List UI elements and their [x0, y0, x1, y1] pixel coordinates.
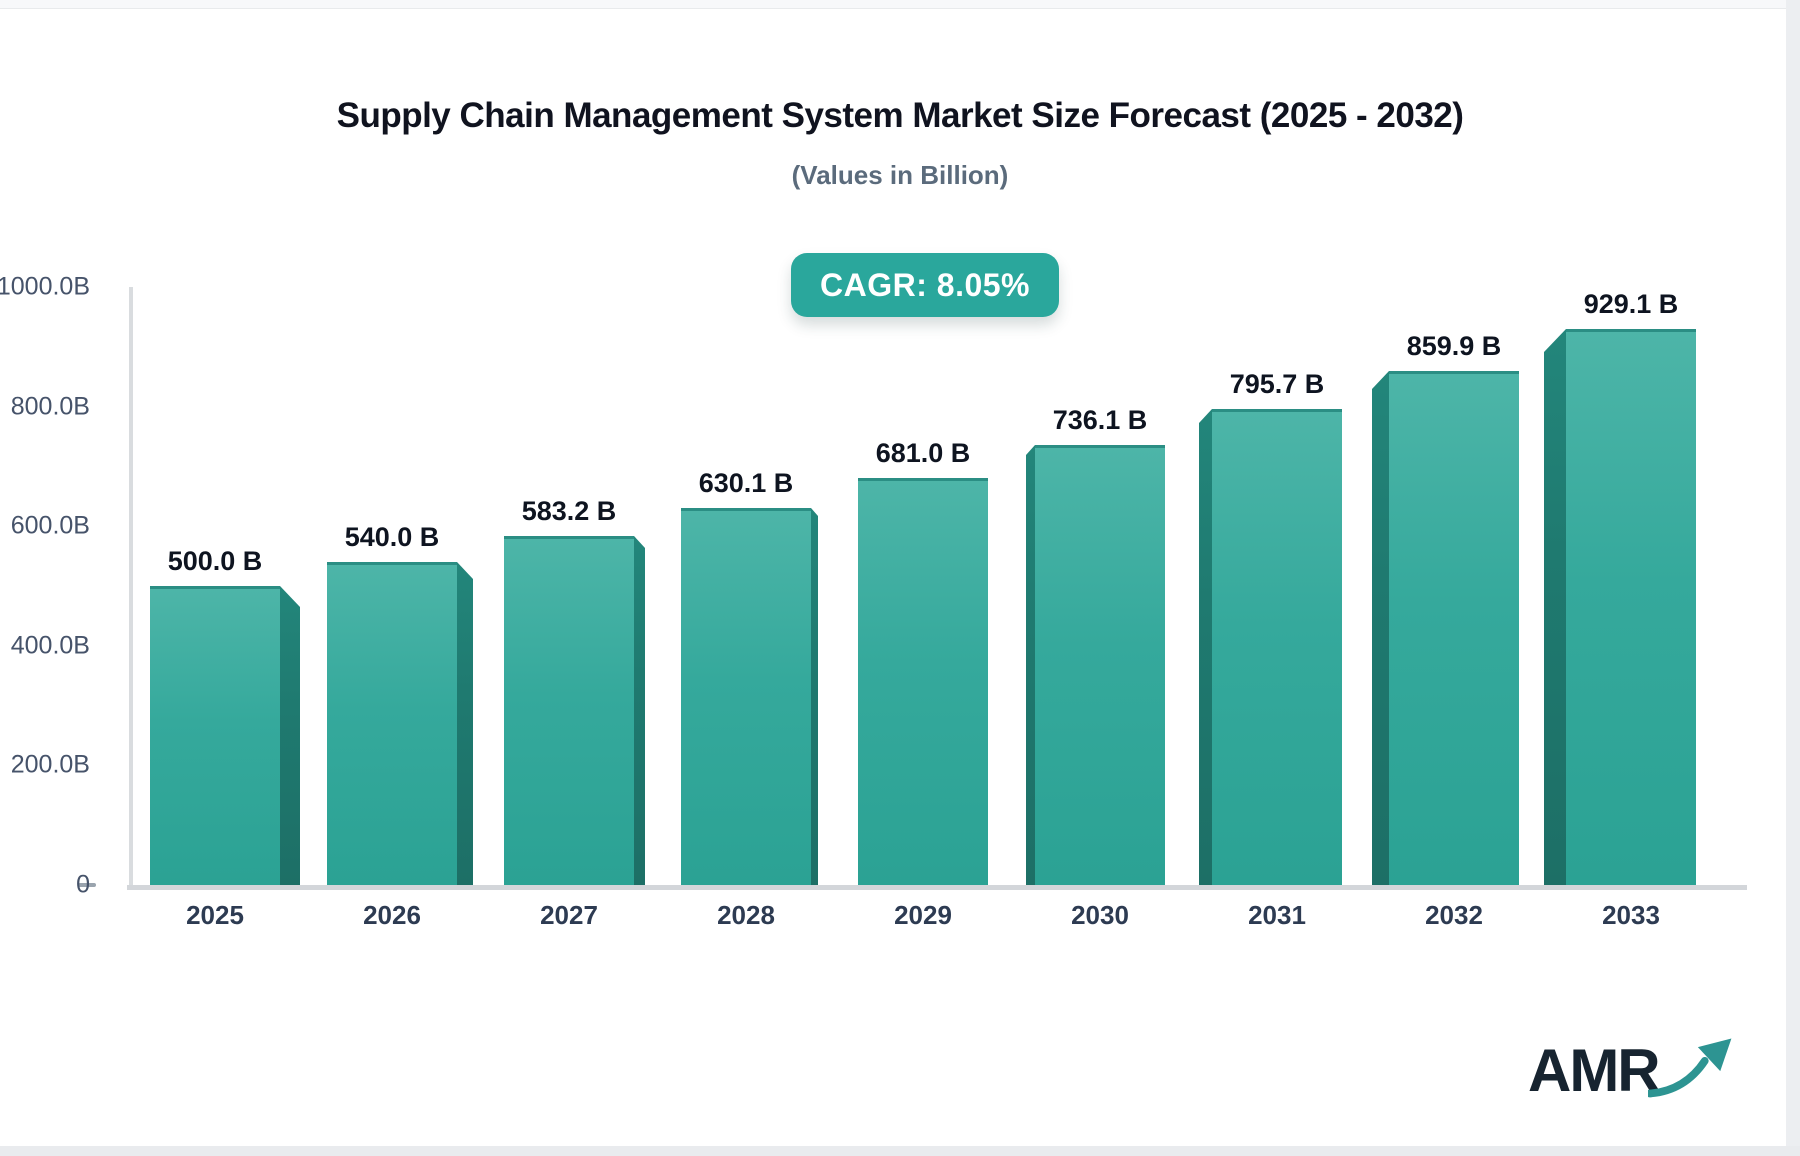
x-axis-label: 2031	[1248, 900, 1306, 930]
y-axis-label: 800.0B	[10, 392, 90, 421]
zero-tick-mark	[78, 883, 96, 887]
cagr-badge: CAGR: 8.05%	[791, 253, 1059, 317]
chart-subtitle: (Values in Billion)	[791, 160, 1009, 190]
y-axis-label: 400.0B	[10, 631, 90, 660]
bar-side-face	[1199, 409, 1212, 885]
bar-value-label: 795.7 B	[1229, 369, 1325, 399]
page-frame-top	[0, 0, 1800, 9]
bar-value-label: 583.2 B	[521, 496, 617, 526]
bar-side-face	[634, 536, 645, 885]
amr-logo: AMR	[1528, 1030, 1732, 1110]
bar	[858, 478, 988, 885]
y-axis-label: 1000.0B	[0, 272, 90, 301]
bar-side-face	[1026, 445, 1035, 885]
bar-side-face	[1372, 371, 1389, 885]
page-frame-right	[1786, 0, 1800, 1156]
trend-arrow-icon	[1648, 1038, 1732, 1098]
bar-value-label: 859.9 B	[1406, 331, 1502, 361]
y-axis-label: 200.0B	[10, 750, 90, 779]
bar-side-face	[1544, 329, 1566, 885]
x-axis-label: 2032	[1425, 900, 1483, 930]
x-axis-line	[127, 885, 1747, 890]
y-axis-label: 600.0B	[10, 511, 90, 540]
bar-value-label: 500.0 B	[167, 546, 263, 576]
bar-value-label: 630.1 B	[698, 468, 794, 498]
bar	[327, 562, 457, 885]
bar	[1212, 409, 1342, 885]
x-axis-label: 2027	[540, 900, 598, 930]
bar	[504, 536, 634, 885]
x-axis-label: 2026	[363, 900, 421, 930]
amr-logo-text: AMR	[1528, 1037, 1661, 1104]
x-axis-label: 2029	[894, 900, 952, 930]
bar-value-label: 929.1 B	[1583, 289, 1679, 319]
x-axis-label: 2028	[717, 900, 775, 930]
bar-side-face	[280, 586, 300, 885]
bar-side-face	[457, 562, 473, 885]
bar-side-face	[811, 508, 818, 885]
x-axis-label: 2030	[1071, 900, 1129, 930]
y-axis-label: 0	[76, 870, 90, 899]
page-frame-bottom	[0, 1146, 1800, 1156]
bar	[1566, 329, 1696, 885]
bar-value-label: 540.0 B	[344, 522, 440, 552]
x-axis-label: 2025	[186, 900, 244, 930]
bar-value-label: 736.1 B	[1052, 405, 1148, 435]
bar	[1035, 445, 1165, 885]
x-axis-label: 2033	[1602, 900, 1660, 930]
bar-value-label: 681.0 B	[875, 438, 971, 468]
cagr-badge-label: CAGR: 8.05%	[820, 266, 1030, 303]
y-axis-line	[129, 287, 133, 889]
chart-title: Supply Chain Management System Market Si…	[336, 96, 1464, 135]
bar	[150, 586, 280, 885]
bar	[1389, 371, 1519, 885]
bar	[681, 508, 811, 885]
